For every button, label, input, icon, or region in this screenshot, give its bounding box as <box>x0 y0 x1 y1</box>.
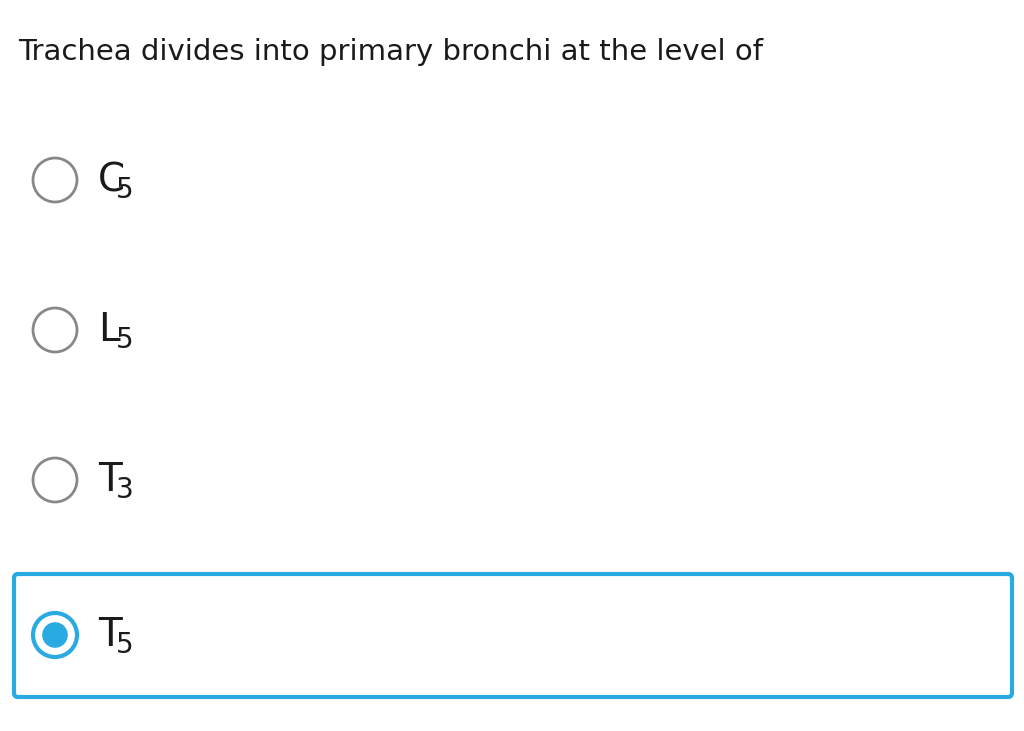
Text: C: C <box>98 161 125 199</box>
Text: 3: 3 <box>116 476 134 504</box>
Text: 5: 5 <box>116 176 133 204</box>
FancyBboxPatch shape <box>14 574 1012 697</box>
Text: Trachea divides into primary bronchi at the level of: Trachea divides into primary bronchi at … <box>18 38 763 66</box>
Text: 5: 5 <box>116 326 133 354</box>
Text: 5: 5 <box>116 631 133 659</box>
Text: L: L <box>98 311 120 349</box>
Text: T: T <box>98 616 122 654</box>
Circle shape <box>38 618 72 652</box>
Circle shape <box>43 623 68 647</box>
Text: T: T <box>98 461 122 499</box>
